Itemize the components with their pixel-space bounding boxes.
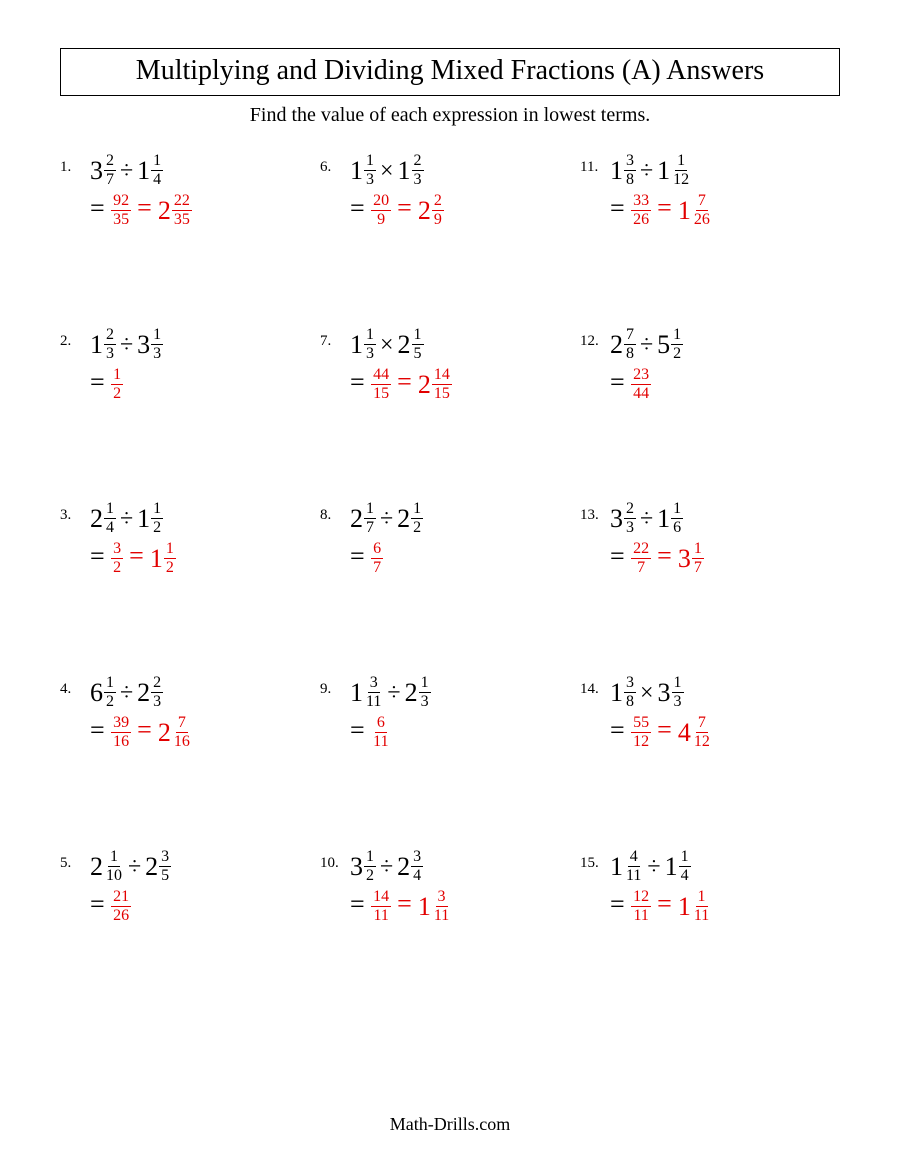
problem-answer: = 67 bbox=[350, 541, 383, 576]
problem-expression: 123÷313 bbox=[90, 327, 163, 362]
problem-cell: 5. 2110÷235 = 2126 bbox=[60, 847, 320, 1021]
problem-expression: 312÷234 bbox=[350, 849, 423, 884]
problem-cell: 3. 214÷112 = 32=112 bbox=[60, 499, 320, 673]
problem-answer: = 5512=4712 bbox=[610, 715, 712, 750]
page-title: Multiplying and Dividing Mixed Fractions… bbox=[60, 48, 840, 96]
problem-cell: 15. 1411÷114 = 1211=1111 bbox=[580, 847, 840, 1021]
problem-number: 11. bbox=[580, 159, 598, 176]
problem-expression: 278÷512 bbox=[610, 327, 683, 362]
problem-answer: = 12 bbox=[90, 367, 123, 402]
problem-answer: = 32=112 bbox=[90, 541, 176, 576]
problem-cell: 9. 1311÷213 = 611 bbox=[320, 673, 580, 847]
problem-cell: 1. 327÷114 = 9235=22235 bbox=[60, 151, 320, 325]
problem-cell: 6. 113×123 = 209=229 bbox=[320, 151, 580, 325]
problem-answer: = 2126 bbox=[90, 889, 131, 924]
problem-expression: 214÷112 bbox=[90, 501, 163, 536]
problem-expression: 1311÷213 bbox=[350, 675, 431, 710]
problem-answer: = 1411=1311 bbox=[350, 889, 451, 924]
problem-number: 2. bbox=[60, 333, 71, 350]
problem-cell: 12. 278÷512 = 2344 bbox=[580, 325, 840, 499]
problem-number: 10. bbox=[320, 855, 339, 872]
problem-cell: 2. 123÷313 = 12 bbox=[60, 325, 320, 499]
problems-grid: 1. 327÷114 = 9235=22235 2. 123÷313 = 12 3. 214÷… bbox=[60, 151, 840, 1021]
problem-answer: = 4415=21415 bbox=[350, 367, 452, 402]
problem-number: 9. bbox=[320, 681, 331, 698]
worksheet-page: Multiplying and Dividing Mixed Fractions… bbox=[0, 0, 900, 1165]
footer-text: Math-Drills.com bbox=[0, 1114, 900, 1135]
problem-cell: 8. 217÷212 = 67 bbox=[320, 499, 580, 673]
problem-expression: 113×123 bbox=[350, 153, 424, 188]
problem-expression: 327÷114 bbox=[90, 153, 163, 188]
problem-answer: = 3916=2716 bbox=[90, 715, 192, 750]
problem-expression: 2110÷235 bbox=[90, 849, 171, 884]
problem-cell: 10. 312÷234 = 1411=1311 bbox=[320, 847, 580, 1021]
problem-answer: = 3326=1726 bbox=[610, 193, 712, 228]
problems-column: 6. 113×123 = 209=229 7. 113×215 = 4415=21415 8… bbox=[320, 151, 580, 1021]
problem-expression: 113×215 bbox=[350, 327, 424, 362]
problem-cell: 11. 138÷1112 = 3326=1726 bbox=[580, 151, 840, 325]
problem-number: 6. bbox=[320, 159, 331, 176]
problem-number: 3. bbox=[60, 507, 71, 524]
problem-cell: 4. 612÷223 = 3916=2716 bbox=[60, 673, 320, 847]
problem-answer: = 9235=22235 bbox=[90, 193, 192, 228]
problem-number: 7. bbox=[320, 333, 331, 350]
problem-cell: 14. 138×313 = 5512=4712 bbox=[580, 673, 840, 847]
page-subtitle: Find the value of each expression in low… bbox=[60, 104, 840, 127]
problem-answer: = 611 bbox=[350, 715, 391, 750]
problem-number: 5. bbox=[60, 855, 71, 872]
problem-number: 12. bbox=[580, 333, 599, 350]
problem-answer: = 209=229 bbox=[350, 193, 444, 228]
problem-answer: = 2344 bbox=[610, 367, 651, 402]
problem-expression: 138÷1112 bbox=[610, 153, 691, 188]
problem-expression: 612÷223 bbox=[90, 675, 163, 710]
problem-expression: 323÷116 bbox=[610, 501, 683, 536]
problem-answer: = 1211=1111 bbox=[610, 889, 711, 924]
problem-number: 8. bbox=[320, 507, 331, 524]
problems-column: 1. 327÷114 = 9235=22235 2. 123÷313 = 12 3. 214÷… bbox=[60, 151, 320, 1021]
problem-expression: 138×313 bbox=[610, 675, 684, 710]
problem-number: 4. bbox=[60, 681, 71, 698]
problem-answer: = 227=317 bbox=[610, 541, 704, 576]
problem-number: 13. bbox=[580, 507, 599, 524]
problem-cell: 13. 323÷116 = 227=317 bbox=[580, 499, 840, 673]
problem-number: 15. bbox=[580, 855, 599, 872]
problems-column: 11. 138÷1112 = 3326=1726 12. 278÷512 = 2344 13… bbox=[580, 151, 840, 1021]
problem-number: 14. bbox=[580, 681, 599, 698]
problem-expression: 1411÷114 bbox=[610, 849, 691, 884]
problem-number: 1. bbox=[60, 159, 71, 176]
problem-cell: 7. 113×215 = 4415=21415 bbox=[320, 325, 580, 499]
problem-expression: 217÷212 bbox=[350, 501, 423, 536]
